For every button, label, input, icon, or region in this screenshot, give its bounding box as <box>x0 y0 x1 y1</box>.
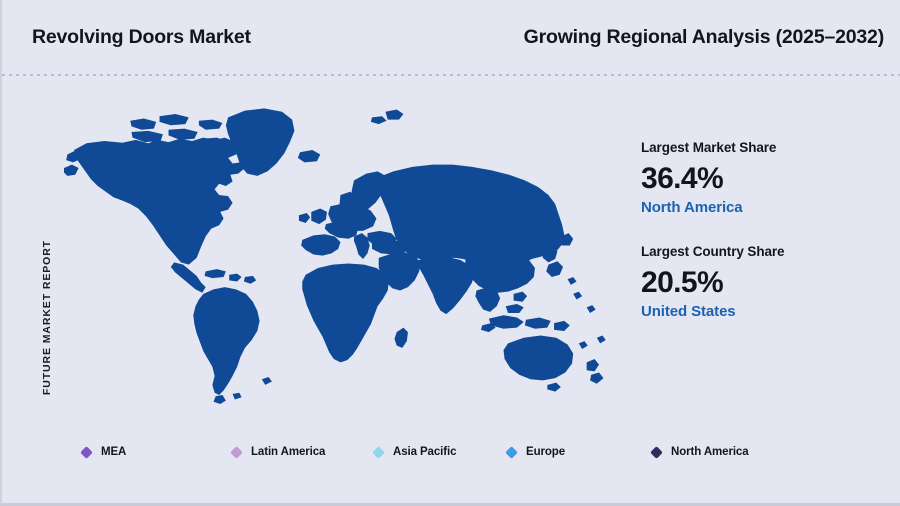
legend: MEA Latin America Asia Pacific Europe No… <box>80 445 822 466</box>
stat-value: 36.4% <box>641 162 724 195</box>
stat-caption: Largest Country Share <box>641 244 785 260</box>
stat-value: 20.5% <box>641 266 724 300</box>
legend-dot-icon <box>80 445 93 459</box>
world-map <box>64 96 626 408</box>
stat-caption: Largest Market Share <box>641 140 777 155</box>
page-title: Revolving Doors Market <box>32 26 251 48</box>
stat-region: United States <box>641 303 736 321</box>
stat-region: North America <box>641 199 743 217</box>
legend-item-label: Europe <box>526 446 566 458</box>
legend-dot-icon <box>505 445 518 459</box>
legend-item-mea: MEA <box>80 445 127 459</box>
legend-item-asia-pacific: Asia Pacific <box>372 445 457 459</box>
header-subtitle: Growing Regional Analysis (2025–2032) <box>523 26 885 48</box>
stat-largest-market-share: Largest Market Share 36.4% North America <box>641 140 891 216</box>
world-map-landmasses <box>64 108 606 405</box>
world-map-svg <box>64 108 606 405</box>
header: Revolving Doors Market Growing Regional … <box>2 14 900 72</box>
legend-item-europe: Europe <box>505 445 566 459</box>
legend-item-label: North America <box>671 446 749 458</box>
header-divider <box>2 74 900 76</box>
legend-item-label: Latin America <box>251 446 326 458</box>
brand-label: FUTURE MARKET REPORT <box>41 240 53 396</box>
legend-item-north-america: North America <box>650 445 749 459</box>
legend-item-label: Asia Pacific <box>393 446 457 458</box>
stat-largest-country-share: Largest Country Share 20.5% United State… <box>641 244 891 320</box>
legend-item-label: MEA <box>101 446 127 458</box>
brand-vertical: FUTURE MARKET REPORT <box>27 240 53 420</box>
legend-item-latin-america: Latin America <box>230 445 326 459</box>
legend-dot-icon <box>372 445 385 459</box>
legend-dot-icon <box>230 445 243 459</box>
legend-dot-icon <box>650 445 663 459</box>
stats-panel: Largest Market Share 36.4% North America… <box>641 140 891 348</box>
